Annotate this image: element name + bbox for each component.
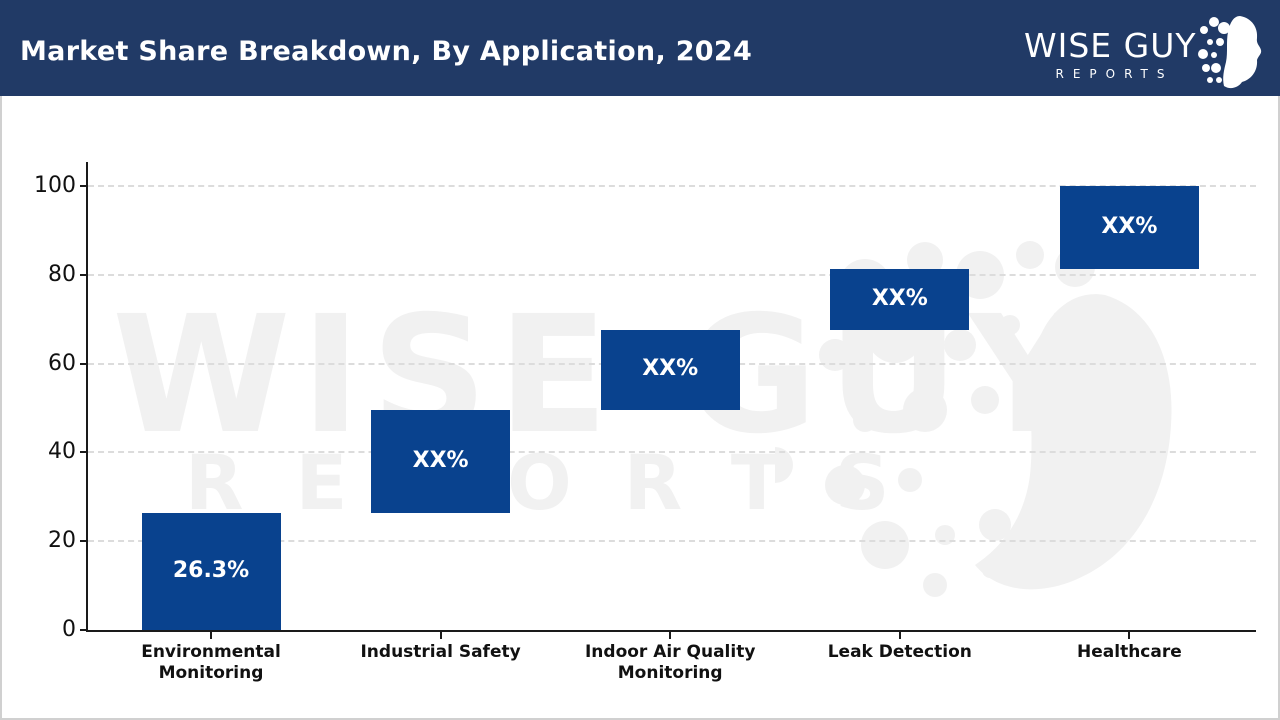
x-category-line: Leak Detection — [827, 642, 972, 662]
bar-label-5: XX% — [1101, 213, 1158, 239]
x-category-line: Monitoring — [617, 663, 723, 683]
bar-4 — [830, 269, 970, 331]
logo-wiseguy-label: WISE GUY — [1024, 26, 1197, 65]
y-tick-40 — [80, 451, 88, 454]
x-category-line: Monitoring — [158, 663, 264, 683]
bar-5 — [1059, 186, 1199, 270]
x-category-label-1: Environmental Monitoring — [91, 642, 331, 684]
watermark-face-logo — [775, 241, 1172, 597]
bar-label-3: XX% — [642, 356, 699, 382]
y-tick-label-40: 40 — [48, 439, 76, 465]
x-axis-line — [86, 630, 1256, 632]
x-category-line: Healthcare — [1077, 642, 1182, 662]
y-tick-label-60: 60 — [48, 350, 76, 376]
x-category-label-2: Industrial Safety — [321, 642, 561, 663]
left-border — [0, 96, 2, 720]
header-bar: Market Share Breakdown, By Application, … — [0, 0, 1280, 96]
y-tick-label-0: 0 — [62, 617, 76, 642]
logo-reports-label: REPORTS — [1055, 67, 1174, 81]
bottom-border — [0, 718, 1280, 720]
x-tick-3 — [669, 632, 672, 639]
y-tick-100 — [80, 185, 88, 187]
y-tick-label-20: 20 — [48, 528, 76, 554]
right-border — [1278, 96, 1280, 720]
bar-3 — [600, 330, 740, 411]
y-tick-60 — [80, 362, 88, 365]
x-tick-5 — [1128, 632, 1131, 639]
y-tick-0 — [80, 629, 88, 631]
x-category-label-4: Leak Detection — [780, 642, 1020, 663]
x-category-line: Indoor Air Quality — [584, 642, 756, 662]
gridline-20 — [88, 540, 1256, 543]
y-tick-label-100: 100 — [34, 173, 76, 198]
y-tick-label-80: 80 — [48, 261, 76, 287]
logo-text: WISE GUY REPORTS — [1024, 26, 1196, 81]
x-tick-1 — [210, 632, 212, 639]
gridline-80 — [88, 273, 1256, 276]
x-category-line: Industrial Safety — [360, 642, 521, 662]
x-category-line: Environmental — [141, 642, 281, 662]
x-tick-2 — [439, 632, 442, 639]
x-category-label-5: Healthcare — [1009, 642, 1249, 663]
x-category-label-3: Indoor Air Quality Monitoring — [550, 642, 790, 684]
x-tick-4 — [898, 632, 901, 639]
bar-label-4: XX% — [871, 285, 928, 311]
y-tick-20 — [80, 540, 88, 543]
logo-face-icon — [1198, 16, 1262, 89]
bar-label-2: XX% — [412, 447, 469, 473]
bar-label-1: 26.3% — [172, 557, 250, 583]
gridline-40 — [88, 451, 1256, 454]
bar-2 — [371, 410, 511, 514]
wise-guy-reports-logo: WISE GUY REPORTS — [1024, 8, 1264, 92]
y-axis-line — [86, 162, 88, 632]
bar-1 — [141, 513, 281, 630]
gridline-100 — [88, 185, 1256, 187]
y-tick-80 — [80, 273, 88, 276]
chart-title: Market Share Breakdown, By Application, … — [20, 36, 753, 67]
